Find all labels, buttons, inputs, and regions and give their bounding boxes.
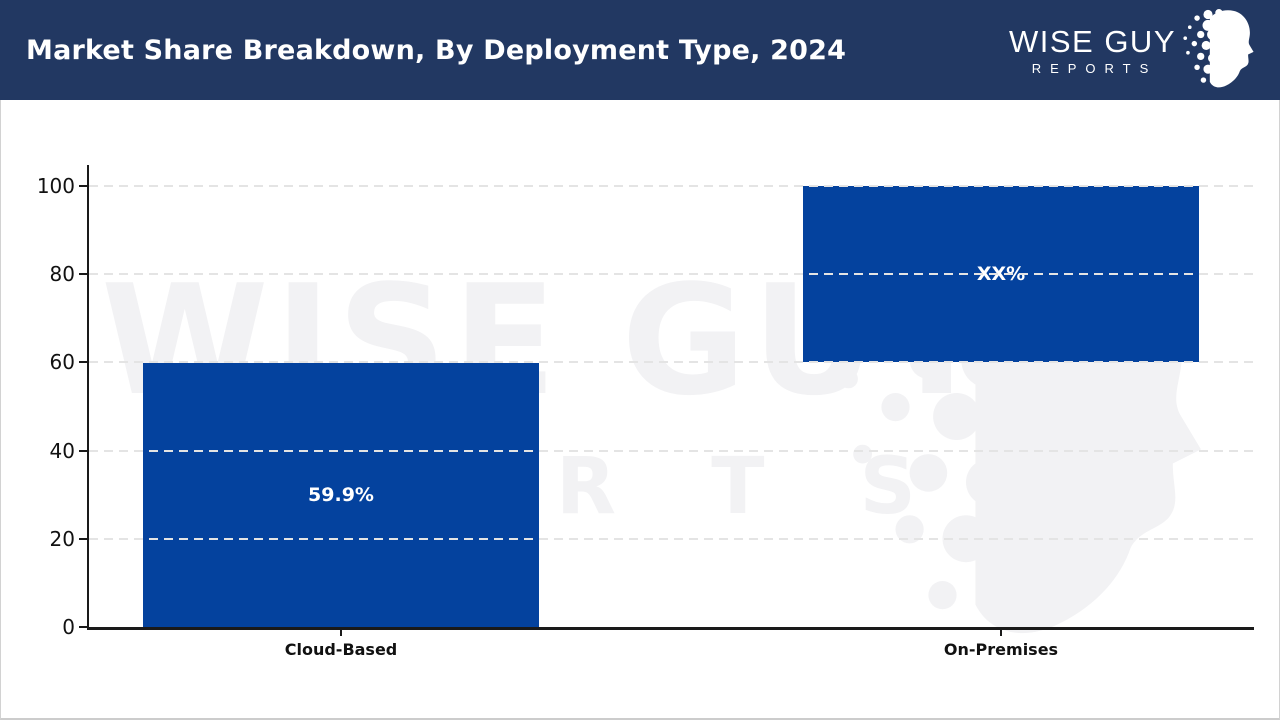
logo-face-icon: [1162, 9, 1254, 91]
chart-area: WISE GUY R T S 59.9% XX% 0 20 40 60 80 100 Cloud…: [0, 100, 1280, 720]
header: Market Share Breakdown, By Deployment Ty…: [0, 0, 1280, 100]
y-tick-mark: [79, 449, 89, 452]
watermark-text-2: R T S: [556, 442, 950, 532]
y-tick-mark: [79, 361, 89, 364]
gridline-20: [89, 537, 1254, 540]
y-tick-label: 0: [62, 615, 75, 639]
gridline-40: [89, 449, 1254, 452]
y-tick-mark: [79, 626, 89, 628]
x-tick-mark: [340, 627, 342, 636]
gridline-60: [89, 361, 1254, 364]
bar-value-label: 59.9%: [308, 483, 374, 506]
y-axis: [87, 165, 89, 629]
x-axis: [87, 627, 1254, 630]
y-tick-mark: [79, 185, 89, 187]
y-tick-label: 20: [49, 526, 75, 551]
logo-wordmark: WISE GUY REPORTS: [1009, 26, 1176, 75]
bar-cloud-based: 59.9%: [143, 362, 539, 627]
page-title: Market Share Breakdown, By Deployment Ty…: [26, 34, 847, 66]
y-tick-mark: [79, 537, 89, 540]
y-tick-label: 100: [36, 174, 75, 198]
gridline-100: [89, 185, 1254, 187]
logo-wordmark-sub: REPORTS: [1031, 60, 1158, 76]
x-tick-label: On-Premises: [943, 640, 1059, 659]
y-tick-label: 40: [49, 438, 75, 463]
x-tick-label: Cloud-Based: [284, 640, 398, 659]
y-tick-mark: [79, 273, 89, 276]
brand-logo: WISE GUY REPORTS: [1009, 9, 1254, 91]
y-tick-label: 60: [49, 350, 75, 375]
plot: 59.9% XX% 0 20 40 60 80 100 Cloud-Based On-Premis…: [1, 100, 1279, 718]
x-tick-mark: [1000, 627, 1002, 636]
logo-wordmark-main: WISE GUY: [1008, 23, 1176, 59]
gridline-80: [89, 273, 1254, 276]
y-tick-label: 80: [49, 262, 75, 287]
